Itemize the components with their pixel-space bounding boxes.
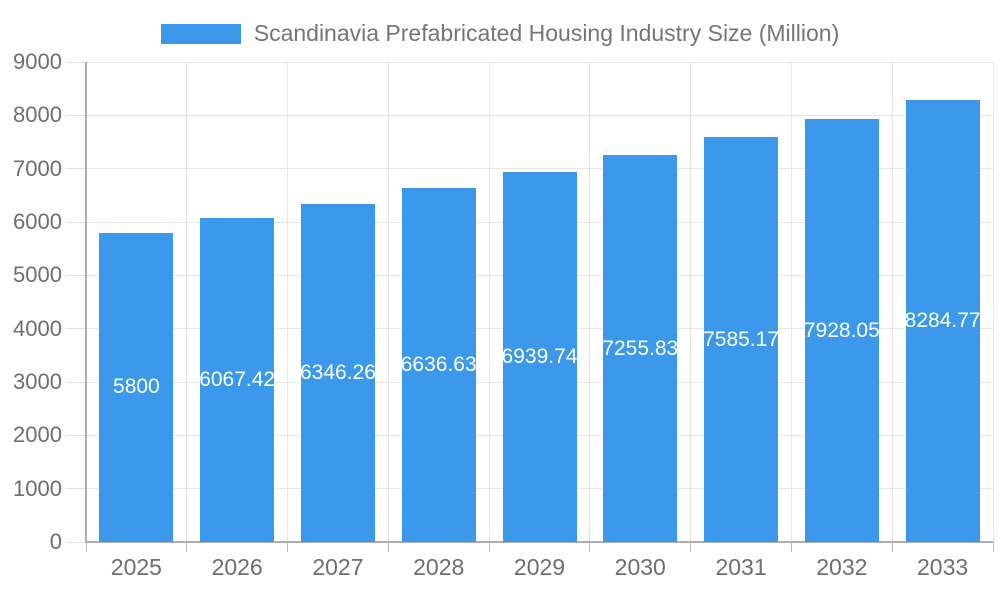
bar-2025[interactable]: 5800	[99, 232, 174, 542]
y-axis-line	[85, 62, 87, 542]
y-axis-tick-label: 5000	[13, 262, 62, 288]
y-axis-tick-label: 8000	[13, 102, 62, 128]
bar-2033[interactable]: 8284.77	[905, 100, 980, 542]
chart-legend: Scandinavia Prefabricated Housing Indust…	[0, 20, 1000, 47]
x-axis-tick	[992, 542, 994, 552]
gridline-horizontal	[86, 168, 993, 170]
x-axis-category-label: 2030	[614, 554, 666, 580]
x-axis-category-label: 2031	[715, 554, 767, 580]
x-axis-category-label: 2032	[816, 554, 868, 580]
bar-2031[interactable]: 7585.17	[704, 137, 779, 542]
bar-value-label: 6346.26	[300, 360, 375, 384]
bar-2030[interactable]: 7255.83	[603, 155, 678, 542]
gridline-vertical	[488, 62, 490, 542]
x-axis-category-label: 2033	[917, 554, 969, 580]
x-axis-tick	[488, 542, 490, 552]
gridline-vertical	[790, 62, 792, 542]
y-axis-tick	[66, 274, 86, 276]
bar-2026[interactable]: 6067.42	[200, 218, 275, 542]
y-axis-tick	[66, 61, 86, 63]
y-axis-tick-label: 6000	[13, 209, 62, 234]
x-axis-category-label: 2029	[513, 554, 566, 580]
y-axis-tick	[66, 168, 86, 170]
bar-value-label: 5800	[113, 375, 160, 399]
gridline-vertical	[690, 62, 692, 542]
y-axis-tick-label: 0	[49, 529, 62, 554]
gridline-vertical	[891, 62, 893, 542]
x-axis-category-label: 2025	[110, 554, 162, 580]
bar-value-label: 8284.77	[905, 309, 980, 333]
bar-2027[interactable]: 6346.26	[300, 203, 375, 542]
bar-2028[interactable]: 6636.63	[401, 188, 476, 542]
bar-value-label: 7585.17	[704, 327, 779, 351]
y-axis-tick	[66, 488, 86, 490]
plot-area: 0 1000 2000 3000 4000 5000 6000 7000 8000 9000 580…	[13, 49, 994, 580]
bar-value-label: 6636.63	[401, 353, 476, 377]
gridline-horizontal	[86, 114, 993, 116]
x-axis-category-label: 2026	[211, 554, 263, 580]
y-axis-tick-label: 9000	[13, 49, 62, 74]
bar-value-label: 6067.42	[200, 368, 275, 392]
y-axis-tick	[66, 221, 86, 223]
x-axis-category-label: 2027	[312, 554, 364, 580]
x-axis-tick	[690, 542, 692, 552]
y-axis-tick-label: 2000	[13, 422, 62, 448]
y-axis-tick-label: 7000	[13, 155, 62, 181]
y-axis-tick-label: 4000	[13, 315, 62, 341]
y-axis-tick	[66, 114, 86, 116]
x-axis-tick	[387, 542, 389, 552]
y-axis-tick	[66, 434, 86, 436]
y-axis-tick	[66, 328, 86, 330]
x-axis-line	[85, 541, 993, 543]
x-axis-tick	[589, 542, 591, 552]
x-axis-tick	[287, 542, 289, 552]
bar-value-label: 7255.83	[603, 336, 678, 360]
y-axis-tick-label: 3000	[13, 369, 62, 394]
gridline-vertical	[186, 62, 188, 542]
x-axis-tick	[186, 542, 188, 552]
gridline-vertical	[387, 62, 389, 542]
x-axis-tick	[790, 542, 792, 552]
gridline-vertical	[992, 62, 994, 542]
gridline-horizontal	[86, 61, 993, 63]
y-axis-tick-label: 1000	[13, 475, 62, 501]
gridline-vertical	[287, 62, 289, 542]
x-axis-tick	[891, 542, 893, 552]
bar-2029[interactable]: 6939.74	[502, 171, 577, 542]
bar-value-label: 7928.05	[804, 318, 879, 342]
x-axis-tick	[85, 542, 87, 552]
bar-2032[interactable]: 7928.05	[804, 119, 879, 542]
gridline-vertical	[589, 62, 591, 542]
y-axis-tick	[66, 541, 86, 543]
x-axis-category-label: 2028	[413, 554, 465, 580]
legend-label: Scandinavia Prefabricated Housing Indust…	[253, 20, 840, 46]
y-axis-tick	[66, 381, 86, 383]
legend-swatch	[160, 23, 241, 44]
bar-value-label: 6939.74	[502, 344, 577, 368]
